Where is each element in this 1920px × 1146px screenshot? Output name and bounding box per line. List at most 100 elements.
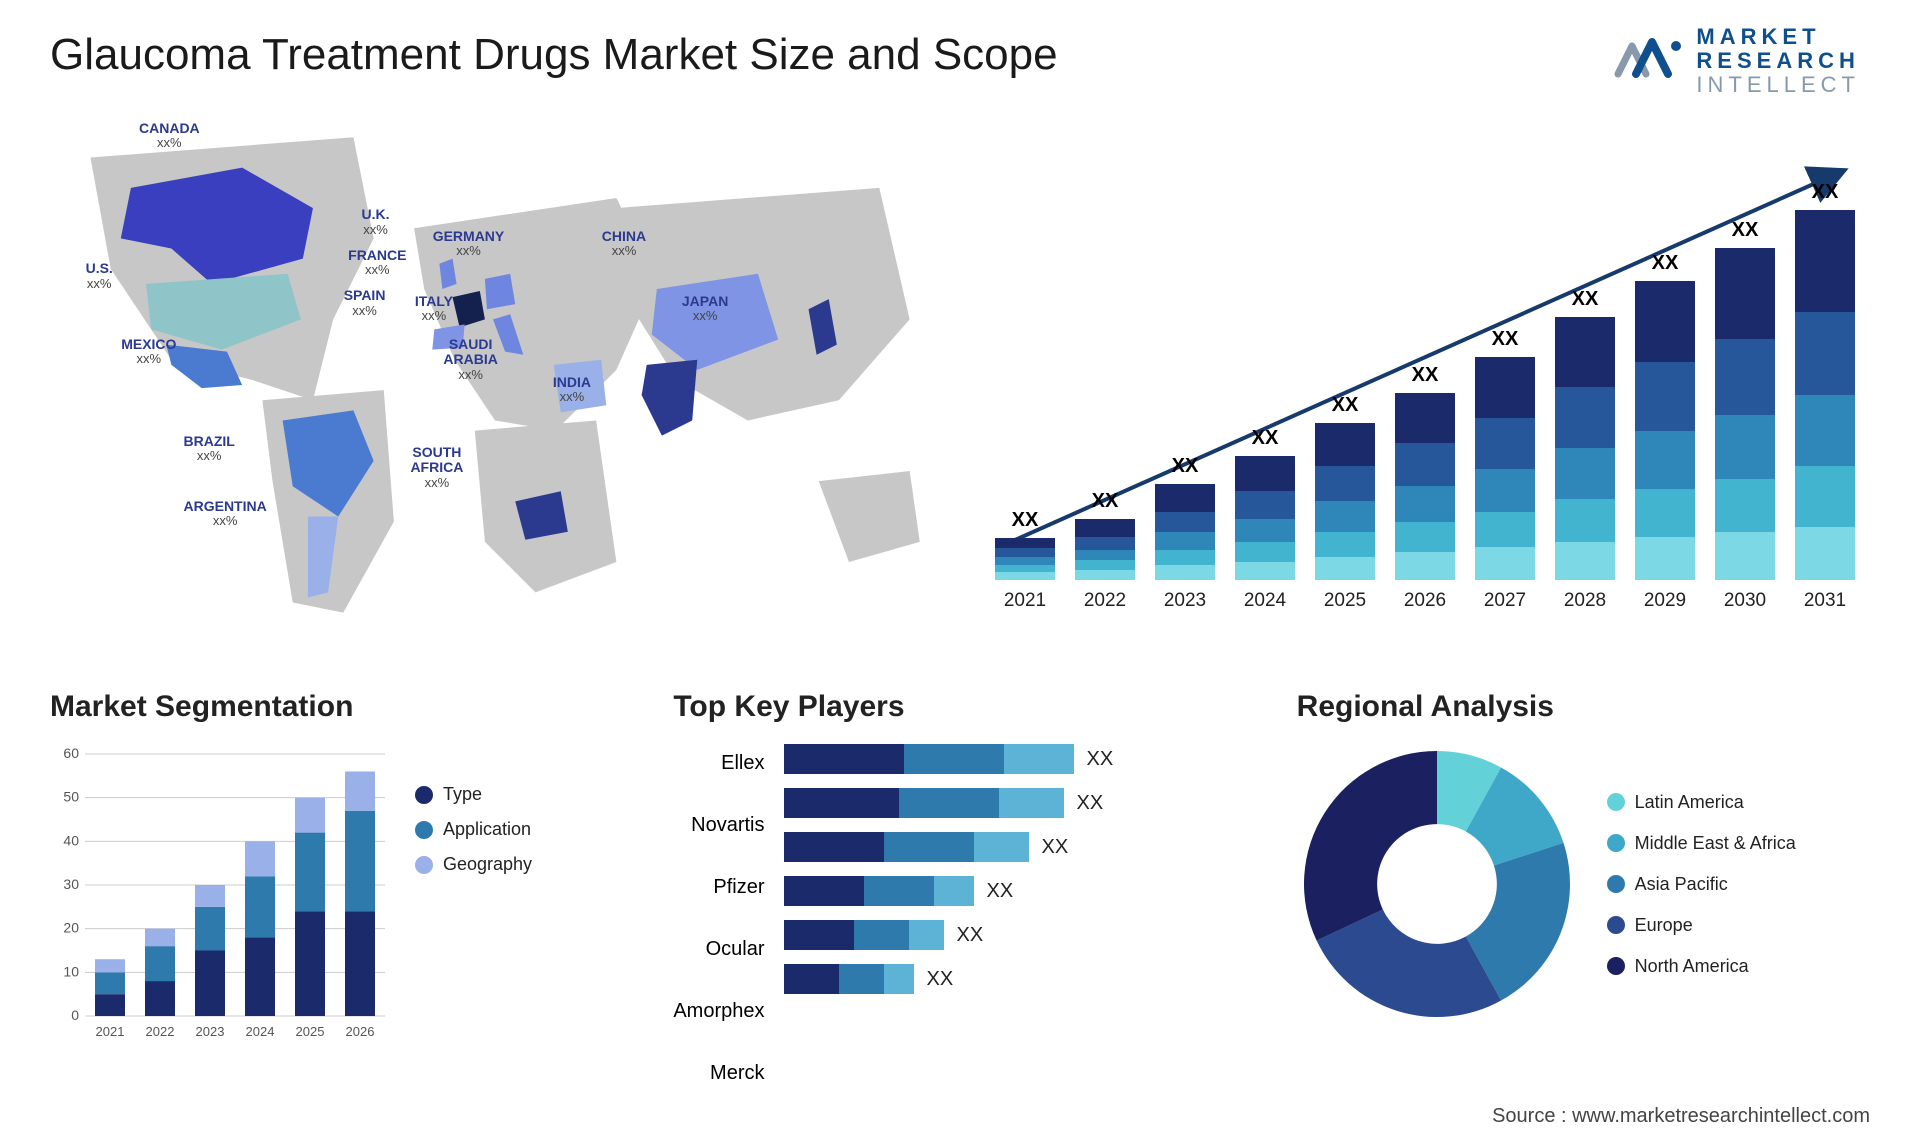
main-chart-segment	[1395, 486, 1455, 521]
kp-bar-segment	[884, 832, 974, 862]
main-chart-stack	[1395, 393, 1455, 580]
main-chart-toplabel: XX	[1412, 364, 1439, 387]
main-chart-stack	[1315, 423, 1375, 580]
regional-title: Regional Analysis	[1297, 690, 1870, 724]
main-chart-segment	[1475, 547, 1535, 580]
legend-swatch	[1607, 834, 1625, 852]
seg-legend-item: Type	[415, 784, 532, 805]
main-chart-segment	[1315, 466, 1375, 501]
map-region-india	[642, 360, 698, 436]
world-map: CANADAxx%U.S.xx%MEXICOxx%BRAZILxx%ARGENT…	[50, 110, 940, 650]
kp-bar-segment	[864, 876, 934, 906]
main-chart-toplabel: XX	[1172, 455, 1199, 478]
main-chart-column: XX	[1310, 394, 1380, 580]
legend-swatch	[1607, 957, 1625, 975]
kp-row: XX	[784, 744, 1246, 774]
kp-bar-segment	[784, 832, 884, 862]
main-chart-segment	[1795, 395, 1855, 466]
kp-bar	[784, 876, 974, 906]
kp-value: XX	[1076, 792, 1103, 815]
main-chart-xlabel: 2025	[1310, 590, 1380, 612]
kp-row: XX	[784, 832, 1246, 862]
legend-label: Latin America	[1635, 792, 1744, 813]
main-chart-segment	[995, 538, 1055, 548]
svg-text:2022: 2022	[146, 1024, 175, 1039]
kp-name: Ocular	[673, 934, 764, 964]
logo-text-3: INTELLECT	[1696, 73, 1860, 97]
donut-slice	[1304, 751, 1437, 941]
kp-bar-segment	[1004, 744, 1074, 774]
kp-bar-segment	[974, 832, 1029, 862]
kp-bar-segment	[899, 788, 999, 818]
main-chart-xlabel: 2021	[990, 590, 1060, 612]
main-chart-toplabel: XX	[1252, 427, 1279, 450]
map-label: SOUTHAFRICAxx%	[410, 445, 463, 490]
segmentation-title: Market Segmentation	[50, 690, 623, 724]
main-chart-segment	[1075, 550, 1135, 560]
main-chart-segment	[1715, 339, 1775, 415]
main-chart-xlabel: 2022	[1070, 590, 1140, 612]
kp-bar-segment	[854, 920, 909, 950]
main-chart-segment	[1795, 210, 1855, 311]
regional-legend-item: Asia Pacific	[1607, 874, 1796, 895]
segmentation-section: Market Segmentation 01020304050602021202…	[50, 690, 623, 1070]
legend-swatch	[1607, 793, 1625, 811]
map-label: SPAINxx%	[344, 288, 386, 318]
main-chart-column: XX	[1070, 490, 1140, 580]
seg-bar-segment	[295, 833, 325, 912]
main-chart-segment	[1715, 248, 1775, 339]
main-chart-segment	[1475, 512, 1535, 547]
main-chart-stack	[1235, 456, 1295, 580]
svg-text:2025: 2025	[296, 1024, 325, 1039]
main-chart-segment	[1795, 312, 1855, 396]
seg-bar-segment	[245, 876, 275, 937]
main-chart-segment	[1635, 362, 1695, 430]
main-chart-segment	[1075, 570, 1135, 580]
main-chart-segment	[1635, 489, 1695, 537]
kp-row: XX	[784, 964, 1246, 994]
seg-bar-segment	[195, 907, 225, 951]
main-chart-stack	[1155, 484, 1215, 580]
kp-bar-segment	[904, 744, 1004, 774]
main-chart-segment	[1555, 317, 1615, 388]
main-chart-segment	[1795, 466, 1855, 527]
main-chart-column: XX	[1230, 427, 1300, 580]
main-chart-xlabel: 2027	[1470, 590, 1540, 612]
main-chart-segment	[1235, 562, 1295, 580]
main-chart-toplabel: XX	[1012, 509, 1039, 532]
main-chart-xlabel: 2030	[1710, 590, 1780, 612]
main-chart-xlabel: 2028	[1550, 590, 1620, 612]
map-region-germany	[485, 274, 515, 309]
legend-swatch	[1607, 875, 1625, 893]
map-label: JAPANxx%	[682, 294, 728, 324]
seg-bar-segment	[345, 811, 375, 911]
kp-row: XX	[784, 788, 1246, 818]
main-chart-segment	[1555, 387, 1615, 448]
main-chart-column: XX	[1710, 219, 1780, 580]
main-chart-segment	[1635, 431, 1695, 489]
regional-legend-item: Europe	[1607, 915, 1796, 936]
main-chart-stack	[995, 538, 1055, 580]
seg-legend-item: Geography	[415, 854, 532, 875]
main-chart-segment	[1395, 552, 1455, 580]
main-chart-segment	[995, 548, 1055, 557]
kp-bar	[784, 832, 1029, 862]
map-label: U.K.xx%	[362, 207, 390, 237]
svg-text:2023: 2023	[196, 1024, 225, 1039]
kp-name: Novartis	[673, 810, 764, 840]
seg-bar-segment	[345, 911, 375, 1016]
svg-text:2024: 2024	[246, 1024, 275, 1039]
main-chart-stack	[1635, 281, 1695, 580]
kp-bar	[784, 744, 1074, 774]
main-chart-stack	[1715, 248, 1775, 580]
main-chart-segment	[1395, 393, 1455, 444]
main-chart-segment	[1555, 448, 1615, 499]
main-bar-chart: XXXXXXXXXXXXXXXXXXXXXX 20212022202320242…	[980, 110, 1870, 650]
main-chart-segment	[1555, 499, 1615, 542]
source-text: Source : www.marketresearchintellect.com	[1492, 1105, 1870, 1128]
main-chart-toplabel: XX	[1492, 328, 1519, 351]
main-chart-stack	[1475, 357, 1535, 580]
main-chart-xlabel: 2023	[1150, 590, 1220, 612]
map-label: ARGENTINAxx%	[184, 499, 267, 529]
seg-bar-segment	[145, 946, 175, 981]
